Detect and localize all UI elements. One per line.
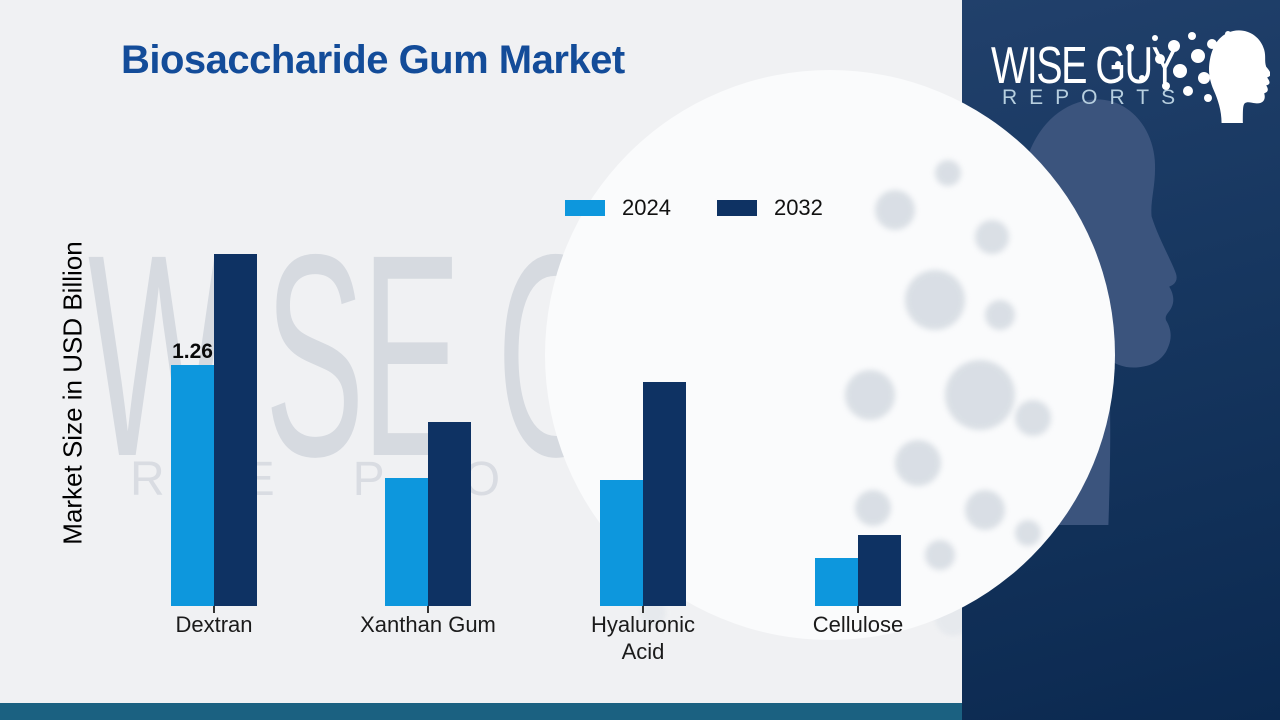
x-axis-tick [857,606,859,613]
bar-2024-dextran [171,365,214,606]
circle-blob [875,190,915,230]
circle-blob [935,160,961,186]
circle-blob [1015,400,1051,436]
circle-blob [925,540,955,570]
x-axis-tick [427,606,429,613]
logo-head-icon [1209,30,1270,123]
x-axis-tick [642,606,644,613]
bottom-accent-bar [0,703,962,720]
bar-2032-dextran [214,254,257,606]
chart-title: Biosaccharide Gum Market [121,38,625,82]
bar-value-label: 1.26 [172,340,213,363]
bar-2024-hyaluronic-acid [600,480,643,606]
category-label: Dextran [175,612,253,637]
bar-2024-xanthan-gum [385,478,428,606]
category-label: Xanthan Gum [360,612,496,637]
circle-blob [905,270,965,330]
legend-swatch-2024 [565,200,605,216]
circle-blob [845,370,895,420]
legend-label-2024: 2024 [622,195,671,220]
circle-blob [975,220,1009,254]
category-label: Hyaluronic Acid [591,612,695,664]
logo-dots-icon [1115,31,1248,102]
bar-2032-hyaluronic-acid [643,382,686,606]
bar-2032-xanthan-gum [428,422,471,606]
circle-blob [895,440,941,486]
circle-blob [1015,520,1041,546]
category-label: Cellulose [812,612,904,637]
legend: 2024 2032 [565,195,823,221]
logo-wordmark: WISE GUY [991,37,1178,95]
circle-blob [945,360,1015,430]
circle-blob [985,300,1015,330]
logo-subtitle: REPORTS [1002,86,1188,109]
bar-2024-cellulose [815,558,858,606]
circle-blob [855,490,891,526]
circle-blob [965,490,1005,530]
legend-swatch-2032 [716,200,757,216]
legend-label-2032: 2032 [773,195,823,220]
bar-2032-cellulose [858,535,901,606]
x-axis-tick [213,606,215,613]
